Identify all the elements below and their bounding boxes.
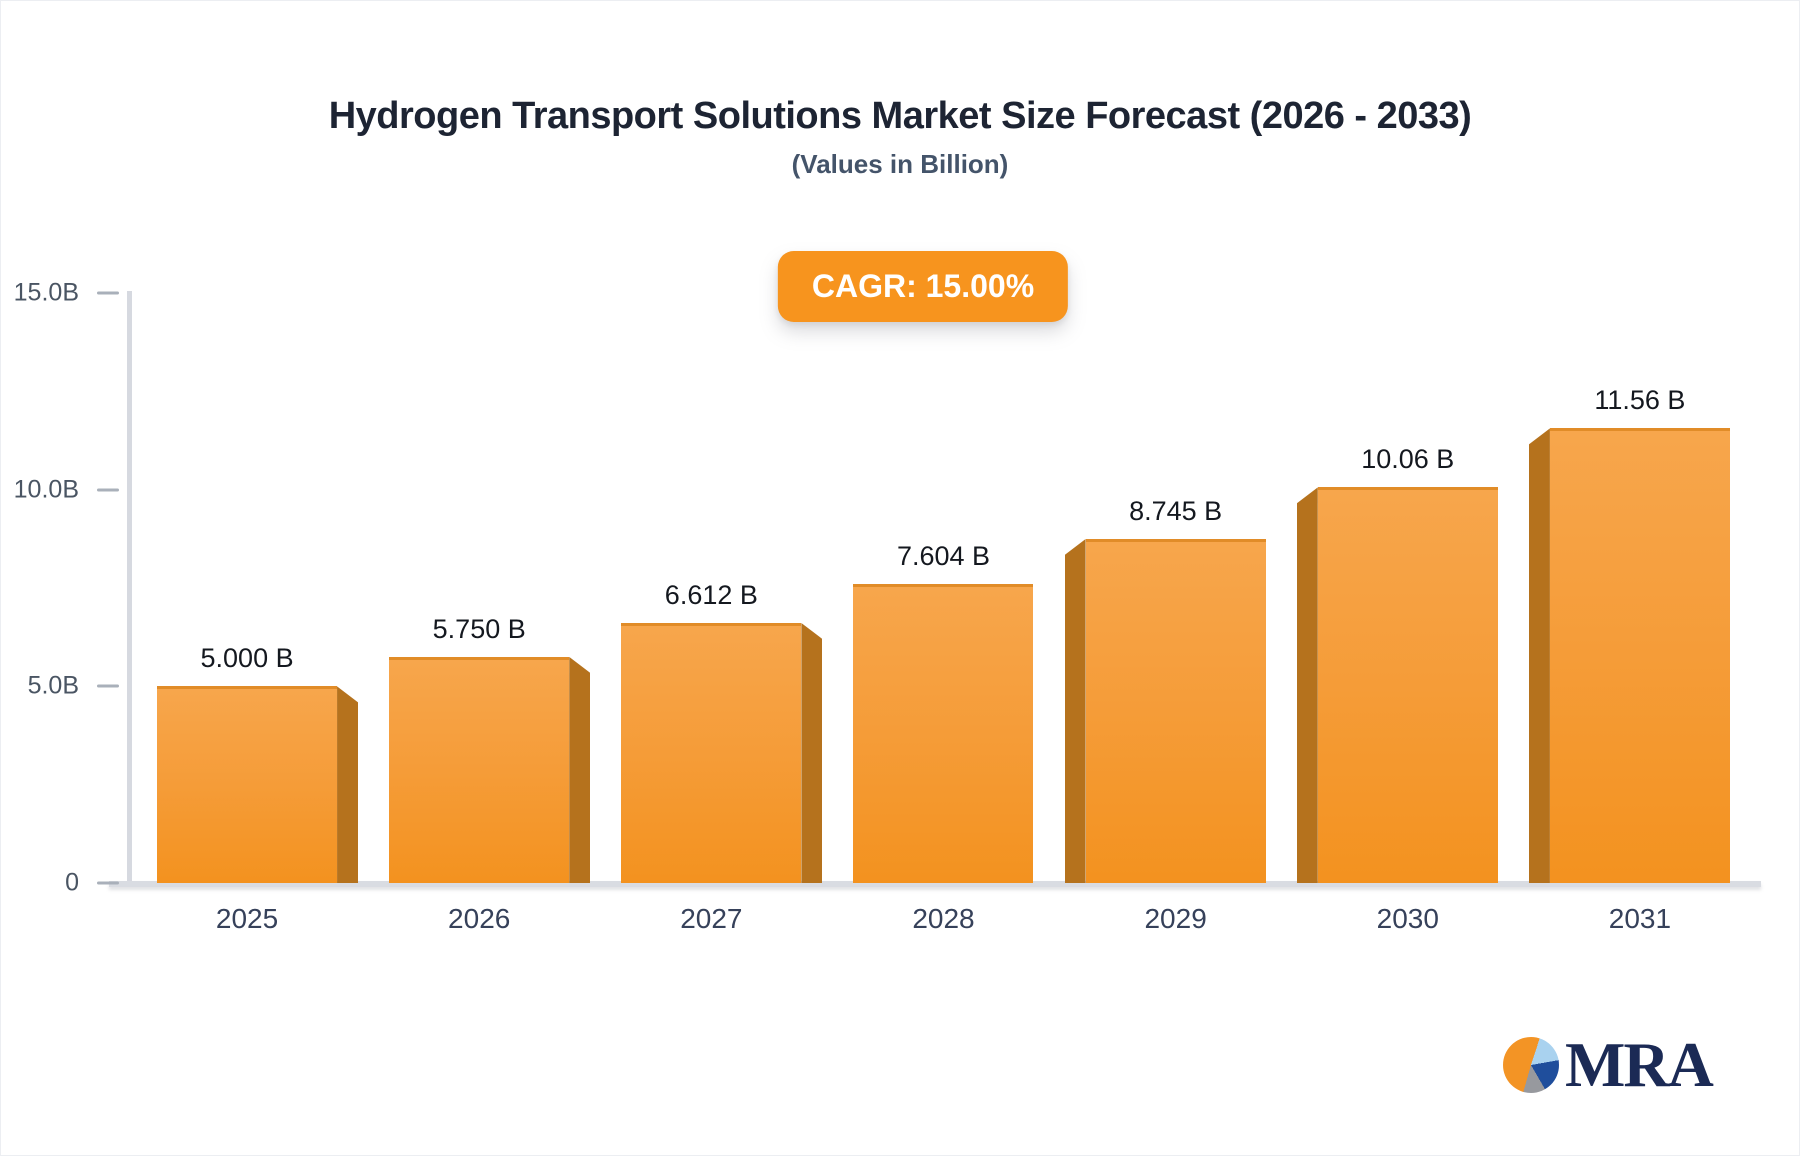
x-axis-label: 2026: [448, 903, 511, 934]
bar: [853, 583, 1034, 883]
bar: [1549, 428, 1730, 883]
y-axis-tick-mark: [97, 488, 119, 492]
y-axis-tick-mark: [97, 684, 119, 688]
bar: [1085, 539, 1266, 883]
x-axis-label: 2025: [215, 903, 279, 934]
logo: MRA: [1503, 1029, 1714, 1100]
cagr-badge: CAGR: 15.00%: [777, 251, 1069, 322]
y-axis-tick-label: 10.0B: [13, 475, 79, 504]
y-axis-tick: 10.0B: [7, 475, 119, 504]
bar-value-label: 8.745 B: [1129, 496, 1223, 527]
x-axis-label: 2029: [1144, 903, 1207, 934]
bar-3d-side: [801, 622, 823, 883]
y-axis-tick: 0: [7, 869, 119, 898]
bar-slot: 5.750 B 2026: [363, 293, 595, 934]
bar-value-label: 11.56 B: [1594, 385, 1686, 416]
bar-value-label: 5.000 B: [200, 643, 294, 674]
bar: [1317, 487, 1498, 883]
bar-slot: 11.56 B 2031: [1524, 293, 1756, 934]
y-axis-tick-label: 15.0B: [13, 278, 79, 307]
bar-slot: 5.000 B 2025: [131, 293, 363, 934]
y-axis-tick-mark: [97, 881, 119, 885]
chart-title: Hydrogen Transport Solutions Market Size…: [328, 95, 1472, 137]
bar-3d-side: [1064, 539, 1086, 883]
y-axis-tick-label: 5.0B: [27, 671, 79, 700]
y-axis-tick: 15.0B: [7, 279, 119, 308]
y-axis-tick-label: 0: [65, 868, 79, 897]
bar-value-label: 10.06 B: [1361, 444, 1455, 475]
bar-3d-side: [1528, 428, 1550, 883]
bar-value-label: 6.612 B: [664, 579, 758, 610]
x-axis-label: 2028: [912, 903, 975, 934]
bars-container: 5.000 B 2025 5.750 B 2026 6.612 B 2027 7.604 B…: [131, 293, 1756, 934]
y-axis-tick: 5.0B: [7, 672, 119, 701]
bar: [389, 656, 570, 883]
bar-slot: 7.604 B 2028: [827, 293, 1059, 934]
bar-slot: 10.06 B 2030: [1292, 293, 1524, 934]
x-axis-label: 2031: [1608, 903, 1672, 934]
y-axis-line: [127, 291, 132, 885]
bar: [621, 622, 802, 883]
bar-slot: 6.612 B 2027: [595, 293, 827, 934]
logo-text: MRA: [1565, 1029, 1714, 1100]
plot-area: 15.0B 10.0B 5.0B 0 5.000 B 2025 5.750 B 2026 6.…: [14, 279, 1761, 934]
bar-value-label: 5.750 B: [432, 613, 526, 644]
bar-3d-side: [337, 686, 359, 883]
x-axis-label: 2030: [1376, 903, 1439, 934]
bar-3d-side: [569, 656, 591, 883]
bar: [157, 686, 338, 883]
x-axis-label: 2027: [680, 903, 743, 934]
y-axis-tick-mark: [97, 291, 119, 295]
chart-subtitle: (Values in Billion): [791, 149, 1009, 179]
bar-slot: 8.745 B 2029: [1060, 293, 1292, 934]
bar-value-label: 7.604 B: [896, 540, 991, 571]
logo-pie-icon: [1503, 1037, 1559, 1093]
bar-3d-side: [1296, 487, 1318, 883]
x-axis-line: [109, 881, 1761, 887]
